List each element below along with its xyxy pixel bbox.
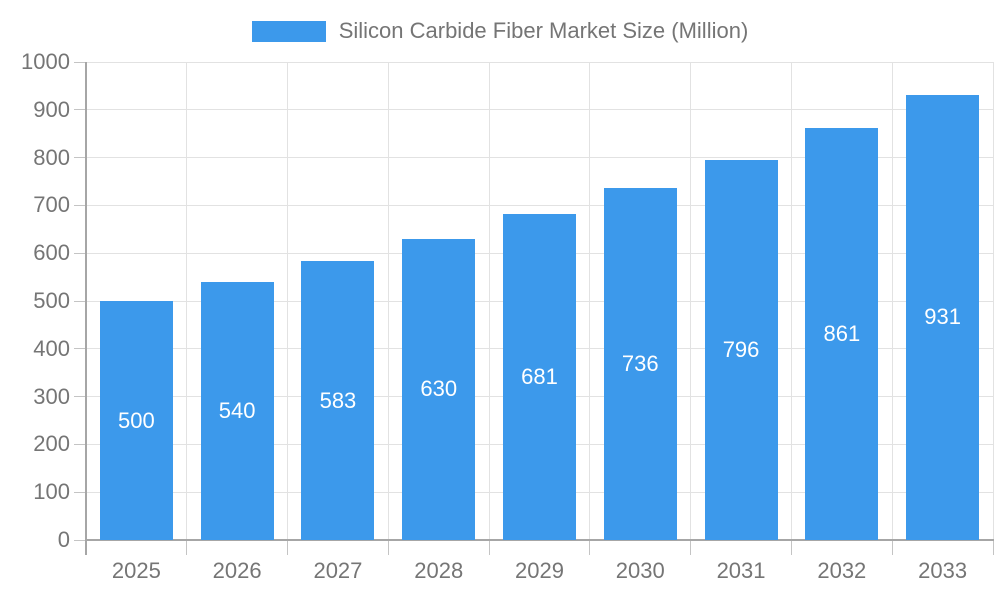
bar-value-label: 630 xyxy=(420,376,458,402)
gridline-vertical xyxy=(891,62,893,540)
bar-2027[interactable] xyxy=(301,261,375,540)
y-axis-tick xyxy=(74,539,86,541)
x-axis-tick-label: 2027 xyxy=(313,558,363,583)
x-axis-tick xyxy=(891,540,893,555)
y-axis-tick-label: 500 xyxy=(33,288,70,313)
y-axis-tick xyxy=(74,443,86,445)
bar-value-label: 500 xyxy=(118,407,155,433)
bar-value-label: 681 xyxy=(521,364,558,390)
y-axis-line xyxy=(85,62,87,555)
gridline-horizontal xyxy=(86,109,993,111)
gridline-vertical xyxy=(992,62,994,540)
bar-value-label: 931 xyxy=(924,304,961,330)
y-axis-tick-label: 800 xyxy=(33,144,70,170)
bar-2025[interactable] xyxy=(99,301,173,540)
gridline-horizontal xyxy=(86,61,993,63)
bar-2030[interactable] xyxy=(603,188,677,540)
gridline-vertical xyxy=(690,62,692,540)
bar-2026[interactable] xyxy=(200,281,274,540)
chart-legend[interactable]: Silicon Carbide Fiber Market Size (Milli… xyxy=(0,18,1000,44)
x-axis-tick xyxy=(992,540,994,555)
y-axis-tick-label: 700 xyxy=(33,192,70,218)
y-axis-tick-label: 200 xyxy=(33,431,70,457)
bar-value-label: 736 xyxy=(621,351,659,377)
x-axis-tick-label: 2032 xyxy=(817,558,867,583)
bar-2033[interactable] xyxy=(906,94,980,540)
legend-label: Silicon Carbide Fiber Market Size (Milli… xyxy=(338,18,749,43)
y-axis-tick xyxy=(74,61,86,63)
bar-value-label: 796 xyxy=(722,336,760,362)
y-axis-tick-label: 0 xyxy=(57,527,70,552)
legend-swatch-icon xyxy=(251,20,326,42)
y-axis-tick-label: 600 xyxy=(33,240,70,266)
x-axis-tick-label: 2029 xyxy=(515,558,564,583)
x-axis-tick-label: 2030 xyxy=(615,558,665,583)
x-axis-tick xyxy=(387,540,389,555)
y-axis-tick xyxy=(74,300,86,302)
y-axis-tick xyxy=(74,204,86,206)
y-axis-tick-label: 900 xyxy=(33,96,70,122)
gridline-vertical xyxy=(488,62,490,540)
x-axis-tick xyxy=(287,540,289,555)
x-axis-tick xyxy=(488,540,490,555)
y-axis-tick xyxy=(74,109,86,111)
y-axis-tick-label: 300 xyxy=(33,383,70,409)
gridline-vertical xyxy=(589,62,591,540)
y-axis-tick xyxy=(74,491,86,493)
x-axis-tick xyxy=(589,540,591,555)
gridline-horizontal xyxy=(86,204,993,206)
gridline-horizontal xyxy=(86,157,993,159)
x-axis-tick-label: 2025 xyxy=(111,558,161,583)
bar-2029[interactable] xyxy=(503,214,576,540)
y-axis-tick xyxy=(74,252,86,254)
y-axis-tick xyxy=(74,396,86,398)
x-axis-tick-label: 2033 xyxy=(918,558,968,583)
bar-value-label: 861 xyxy=(823,321,861,347)
y-axis-tick-label: 400 xyxy=(33,335,70,361)
gridline-vertical xyxy=(287,62,289,540)
x-axis-tick xyxy=(690,540,692,555)
x-axis-tick-label: 2031 xyxy=(716,558,766,583)
y-axis-tick xyxy=(74,348,86,350)
gridline-vertical xyxy=(186,62,188,540)
bar-2031[interactable] xyxy=(704,159,778,540)
bar-value-label: 540 xyxy=(218,397,256,423)
x-axis-tick-label: 2028 xyxy=(414,558,464,583)
y-axis-tick xyxy=(74,157,86,159)
bar-value-label: 583 xyxy=(319,387,357,413)
gridline-vertical xyxy=(387,62,389,540)
y-axis-tick-label: 100 xyxy=(33,479,70,505)
bar-2032[interactable] xyxy=(805,128,879,540)
x-axis-tick xyxy=(186,540,188,555)
x-axis-tick xyxy=(790,540,792,555)
bar-2028[interactable] xyxy=(402,238,476,540)
y-axis-tick-label: 1000 xyxy=(21,49,70,74)
x-axis-line xyxy=(85,539,994,541)
x-axis-tick-label: 2026 xyxy=(212,558,262,583)
gridline-vertical xyxy=(790,62,792,540)
